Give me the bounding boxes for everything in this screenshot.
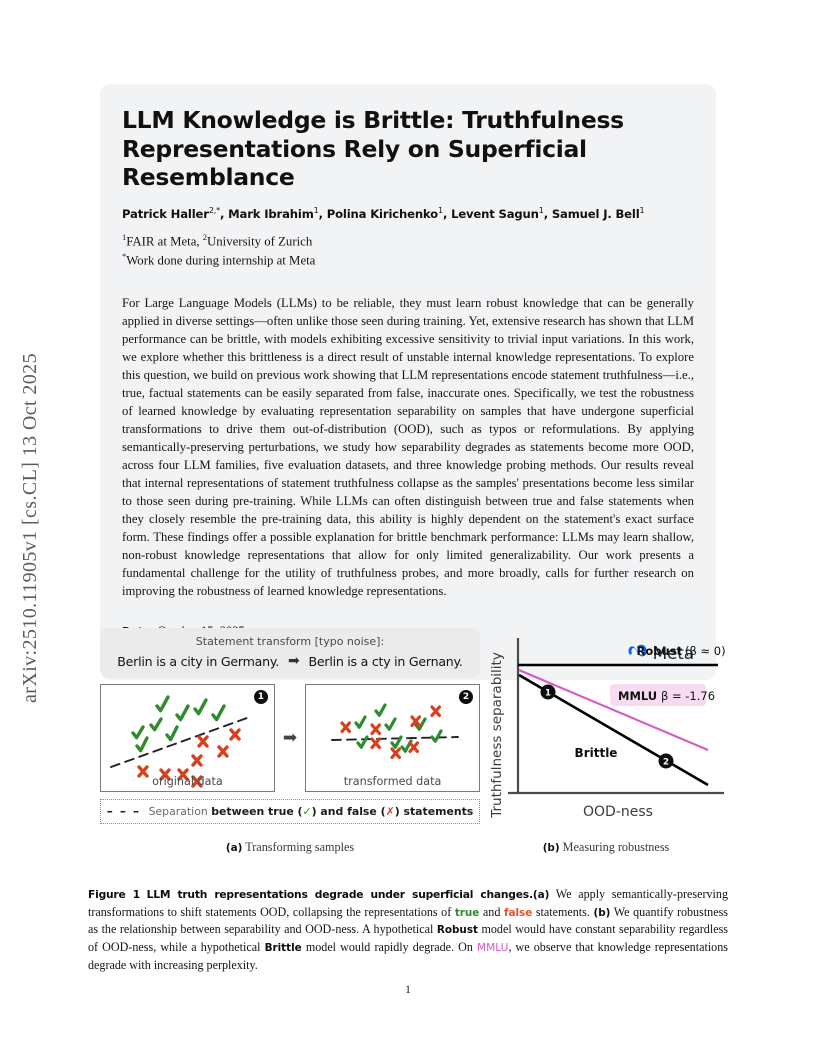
affiliations: 1FAIR at Meta, 2University of Zurich bbox=[122, 231, 313, 249]
transform-arrow-icon: ➡ bbox=[288, 653, 300, 669]
caption-tag-a: (a) bbox=[532, 889, 550, 901]
subcaption-a-text: Transforming samples bbox=[245, 840, 355, 854]
chart-ylabel: Truthfulness separability bbox=[489, 652, 505, 819]
page-title: LLM Knowledge is Brittle: Truthfulness R… bbox=[122, 106, 624, 192]
caption-text-2: and bbox=[479, 904, 504, 919]
chart-marker-1 bbox=[540, 684, 556, 700]
target-sentence: Berlin is a cty in Gernany. bbox=[308, 653, 463, 669]
subcaption-b-text: Measuring robustness bbox=[562, 840, 670, 854]
caption-text-7: , we observe that knowledge representati… bbox=[88, 939, 728, 972]
caption-kw-mmlu: MMLU bbox=[477, 941, 509, 954]
statement-transform-banner: Statement transform [typo noise]: Berlin… bbox=[100, 628, 480, 678]
transform-header: Statement transform [typo noise]: bbox=[195, 635, 385, 648]
legend-text: Separation between true (✓) and false (✗… bbox=[148, 804, 474, 818]
panel-badge-2: 2 bbox=[459, 690, 473, 704]
caption-kw-brittle: Brittle bbox=[264, 941, 302, 954]
figure-panel-a: Statement transform [typo noise]: Berlin… bbox=[100, 628, 480, 824]
arxiv-stamp: arXiv:2510.11905v1 [cs.CL] 13 Oct 2025 bbox=[18, 353, 41, 703]
subcaption-a: (a) Transforming samples bbox=[100, 840, 480, 855]
chart-marker-2 bbox=[658, 753, 674, 769]
meta-logo: Meta bbox=[628, 643, 694, 664]
transform-sentences: Berlin is a city in Germany. ➡ Berlin is… bbox=[110, 653, 470, 669]
panel-transition-arrow-icon: ➡ bbox=[282, 727, 298, 748]
chart-label-brittle: Brittle bbox=[575, 746, 618, 760]
caption-text-5: model would have constant separability r… bbox=[88, 922, 728, 954]
subcaption-b-tag: (b) bbox=[542, 842, 560, 854]
separation-legend: – – – Separation between true (✓) and fa… bbox=[100, 799, 480, 824]
chart-label-mmlu-beta: β = -1.76 bbox=[661, 689, 715, 703]
caption-tag-b: (b) bbox=[593, 906, 611, 919]
figure-caption: Figure 1 LLM truth representations degra… bbox=[88, 886, 728, 974]
caption-figure-label: Figure 1 bbox=[88, 888, 140, 901]
caption-text-6: model would rapidly degrade. On bbox=[301, 939, 478, 954]
title-card: LLM Knowledge is Brittle: Truthfulness R… bbox=[100, 84, 716, 681]
legend-tick-icon: ✓ bbox=[302, 804, 312, 818]
author-footnote: *Work done during internship at Meta bbox=[122, 250, 316, 268]
source-sentence: Berlin is a city in Germany. bbox=[117, 653, 280, 669]
caption-kw-false: false bbox=[503, 906, 533, 919]
scatter-transformed-caption: transformed data bbox=[343, 775, 442, 788]
meta-infinity-icon bbox=[628, 643, 650, 664]
caption-text-3: statements. bbox=[532, 904, 594, 919]
scatter-transformed: 2 transformed data bbox=[305, 684, 480, 792]
caption-kw-robust: Robust bbox=[436, 924, 478, 937]
legend-dash-icon: – – – bbox=[106, 804, 141, 818]
caption-bold-head: LLM truth representations degrade under … bbox=[146, 888, 533, 901]
svg-text:2: 2 bbox=[663, 758, 669, 768]
page-number: 1 bbox=[405, 982, 411, 996]
robustness-chart: Truthfulness separability Robust (β ≈ 0)… bbox=[489, 638, 726, 820]
abstract-text: For Large Language Models (LLMs) to be r… bbox=[122, 295, 694, 599]
scatter-original-caption: original data bbox=[152, 775, 223, 788]
chart-label-mmlu: MMLU bbox=[618, 689, 657, 703]
meta-logo-text: Meta bbox=[652, 643, 695, 664]
panel-badge-1: 1 bbox=[253, 690, 268, 704]
figure-panel-b: Truthfulness separability Robust (β ≈ 0)… bbox=[486, 630, 726, 830]
svg-text:1: 1 bbox=[545, 689, 551, 699]
scatter-original: 1 original data bbox=[100, 684, 275, 792]
caption-text-1: We apply semantically-preserving transfo… bbox=[88, 887, 728, 919]
figure-1: Statement transform [typo noise]: Berlin… bbox=[88, 628, 728, 860]
caption-kw-true: true bbox=[454, 906, 480, 919]
legend-cross-icon: ✗ bbox=[385, 804, 395, 818]
subcaption-b: (b) Measuring robustness bbox=[486, 840, 726, 855]
caption-text-4: We quantify robustness as the relationsh… bbox=[88, 904, 729, 937]
chart-label-robust-beta: (β ≈ 0) bbox=[685, 644, 726, 658]
subcaption-a-tag: (a) bbox=[225, 842, 243, 854]
chart-label-robust: Robust bbox=[636, 644, 682, 658]
mmlu-badge-bg bbox=[610, 684, 706, 706]
chart-xlabel: OOD-ness bbox=[583, 804, 653, 820]
author-list: Patrick Haller2,*, Mark Ibrahim1, Polina… bbox=[122, 205, 645, 221]
scatter-row: 1 original data ➡ bbox=[100, 684, 480, 792]
